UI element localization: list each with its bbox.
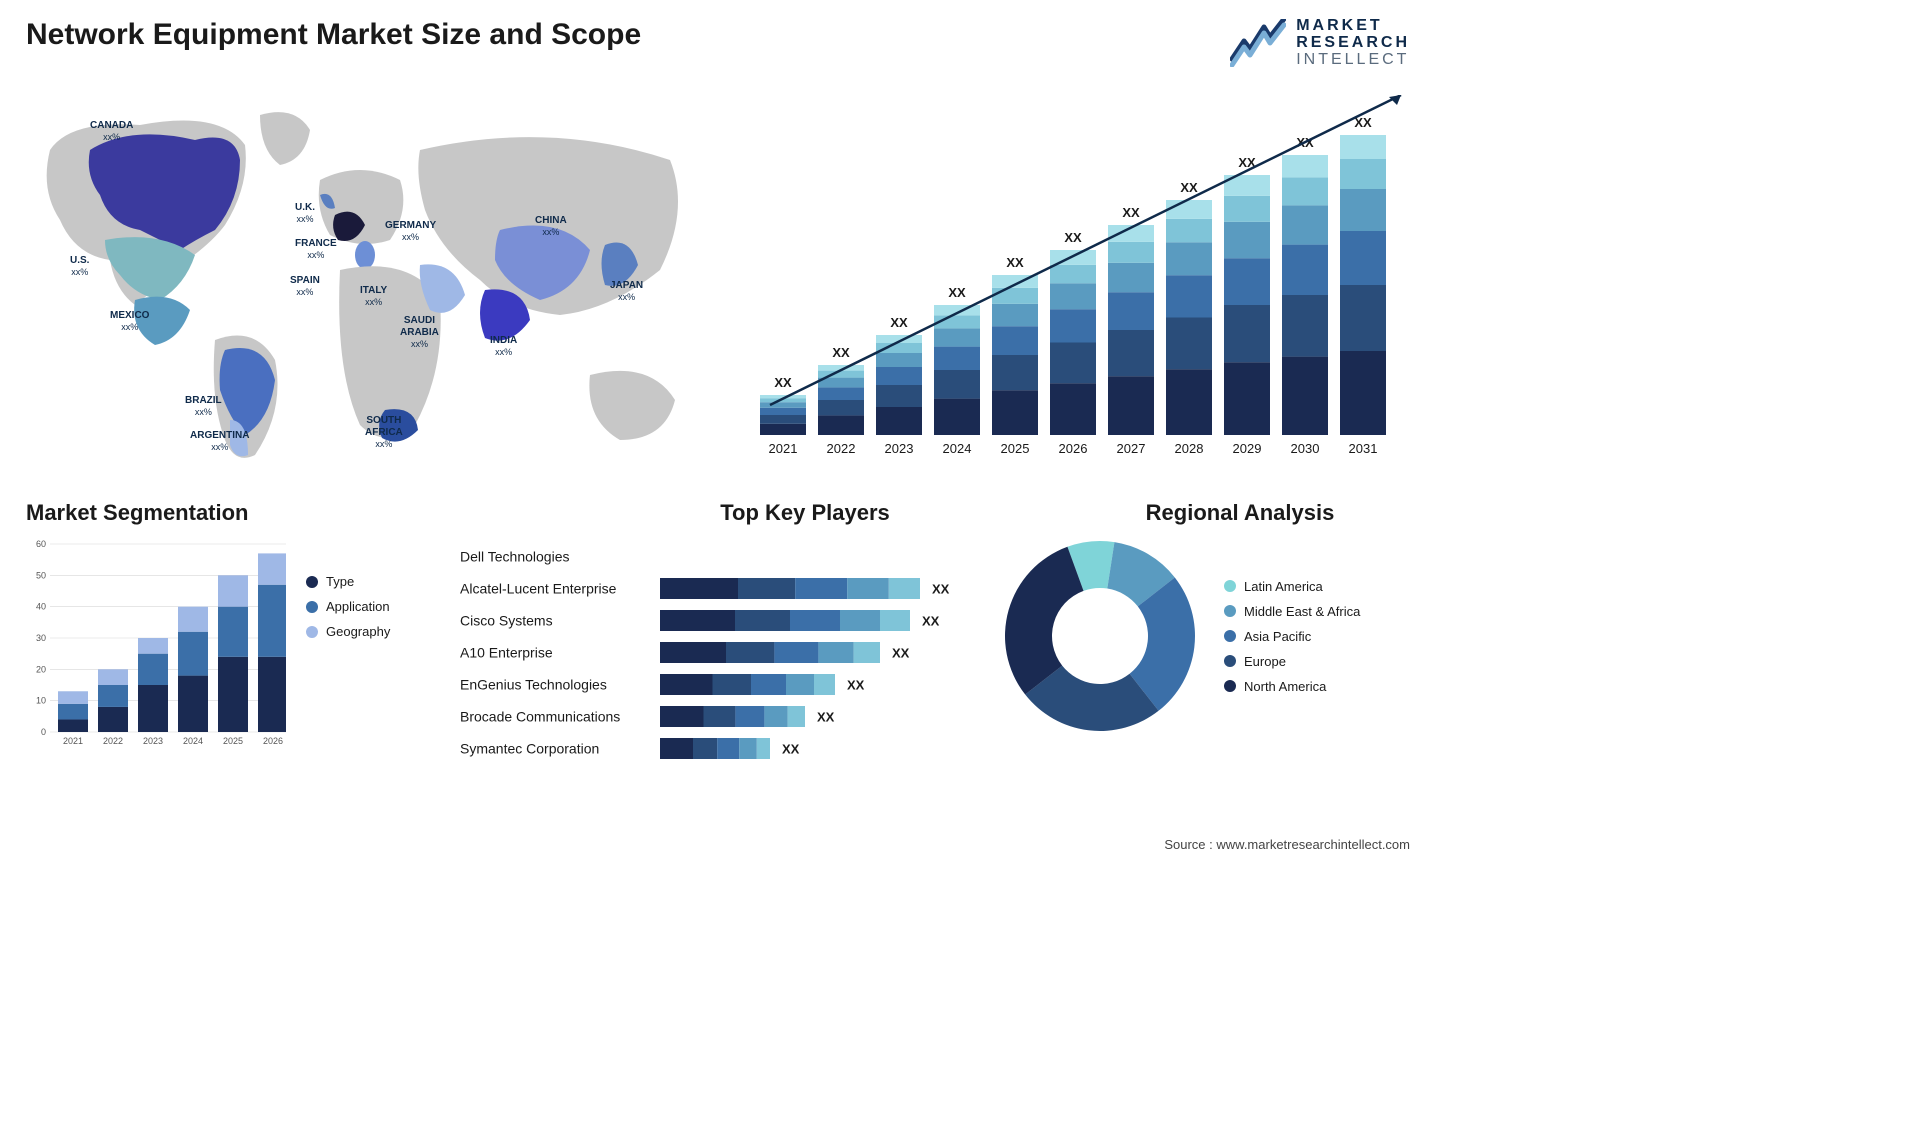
map-label: MEXICOxx% xyxy=(110,310,149,334)
map-label: FRANCExx% xyxy=(295,238,337,262)
donut-chart-svg xyxy=(1000,536,1200,736)
svg-text:2021: 2021 xyxy=(63,736,83,746)
svg-text:2031: 2031 xyxy=(1349,441,1378,456)
logo-line3: INTELLECT xyxy=(1296,52,1410,69)
svg-text:2022: 2022 xyxy=(827,441,856,456)
segmentation-title: Market Segmentation xyxy=(26,500,426,526)
logo-icon xyxy=(1230,19,1286,67)
svg-text:2024: 2024 xyxy=(183,736,203,746)
segmentation-legend: Type Application Geography xyxy=(306,574,390,639)
svg-text:2025: 2025 xyxy=(223,736,243,746)
svg-text:Symantec Corporation: Symantec Corporation xyxy=(460,740,599,756)
map-label: ARGENTINAxx% xyxy=(190,430,249,454)
legend-item: Asia Pacific xyxy=(1224,629,1360,644)
svg-text:XX: XX xyxy=(817,709,835,724)
region-block: Regional Analysis Latin America Middle Ea… xyxy=(1000,500,1420,736)
legend-item: Europe xyxy=(1224,654,1360,669)
svg-text:XX: XX xyxy=(892,645,910,660)
legend-item: Latin America xyxy=(1224,579,1360,594)
svg-text:XX: XX xyxy=(847,677,865,692)
segmentation-chart-svg: 0 10 20 30 40 50 60 2021 2022 2023 2024 2025 2026 xyxy=(26,534,286,754)
players-block: Top Key Players Dell Technologies Alcatel… xyxy=(460,500,980,769)
map-label: CHINAxx% xyxy=(535,215,567,239)
svg-text:2022: 2022 xyxy=(103,736,123,746)
legend-item: Geography xyxy=(306,624,390,639)
map-label: INDIAxx% xyxy=(490,335,517,359)
map-label: ITALYxx% xyxy=(360,285,387,309)
svg-text:2023: 2023 xyxy=(885,441,914,456)
svg-text:2026: 2026 xyxy=(1059,441,1088,456)
players-title: Top Key Players xyxy=(630,500,980,526)
svg-text:2029: 2029 xyxy=(1233,441,1262,456)
svg-text:20: 20 xyxy=(36,664,46,674)
map-label: U.K.xx% xyxy=(295,202,315,226)
legend-item: Type xyxy=(306,574,390,589)
map-label: U.S.xx% xyxy=(70,255,89,279)
map-label: SPAINxx% xyxy=(290,275,320,299)
region-legend: Latin America Middle East & Africa Asia Pa… xyxy=(1224,579,1360,694)
svg-text:XX: XX xyxy=(1180,180,1198,195)
page-title: Network Equipment Market Size and Scope xyxy=(26,18,641,52)
map-label: SOUTHAFRICAxx% xyxy=(365,415,403,451)
source-attribution: Source : www.marketresearchintellect.com xyxy=(1164,837,1410,852)
svg-text:60: 60 xyxy=(36,539,46,549)
svg-text:2026: 2026 xyxy=(263,736,283,746)
svg-text:2024: 2024 xyxy=(943,441,972,456)
region-title: Regional Analysis xyxy=(1060,500,1420,526)
svg-text:2027: 2027 xyxy=(1117,441,1146,456)
svg-text:XX: XX xyxy=(774,375,792,390)
svg-text:XX: XX xyxy=(1064,230,1082,245)
map-label: GERMANYxx% xyxy=(385,220,436,244)
world-map: CANADAxx% U.S.xx% MEXICOxx% BRAZILxx% ARGENT… xyxy=(20,90,720,470)
logo: MARKET RESEARCH INTELLECT xyxy=(1230,18,1410,68)
svg-text:Alcatel-Lucent Enterprise: Alcatel-Lucent Enterprise xyxy=(460,580,617,596)
legend-item: North America xyxy=(1224,679,1360,694)
svg-text:Brocade Communications: Brocade Communications xyxy=(460,708,620,724)
svg-text:XX: XX xyxy=(932,581,950,596)
svg-text:2028: 2028 xyxy=(1175,441,1204,456)
legend-item: Application xyxy=(306,599,390,614)
logo-line2: RESEARCH xyxy=(1296,35,1410,52)
svg-text:10: 10 xyxy=(36,696,46,706)
svg-text:XX: XX xyxy=(832,345,850,360)
map-label: SAUDIARABIAxx% xyxy=(400,315,439,351)
growth-chart: XX 2021 XX 2022 XX 2023 XX 2024 XX 2025 XX 2026 XX 20… xyxy=(750,95,1410,465)
svg-text:2023: 2023 xyxy=(143,736,163,746)
svg-text:2030: 2030 xyxy=(1291,441,1320,456)
logo-line1: MARKET xyxy=(1296,18,1410,35)
map-label: CANADAxx% xyxy=(90,120,133,144)
map-label: BRAZILxx% xyxy=(185,395,222,419)
svg-text:40: 40 xyxy=(36,602,46,612)
segmentation-block: Market Segmentation 0 10 20 30 40 50 60 2021 202… xyxy=(26,500,426,754)
svg-text:Dell Technologies: Dell Technologies xyxy=(460,548,569,564)
map-label: JAPANxx% xyxy=(610,280,643,304)
legend-item: Middle East & Africa xyxy=(1224,604,1360,619)
svg-text:EnGenius Technologies: EnGenius Technologies xyxy=(460,676,607,692)
growth-chart-svg: XX 2021 XX 2022 XX 2023 XX 2024 XX 2025 XX 2026 XX 20… xyxy=(750,95,1410,465)
svg-text:Cisco Systems: Cisco Systems xyxy=(460,612,553,628)
svg-text:XX: XX xyxy=(1006,255,1024,270)
svg-text:0: 0 xyxy=(41,727,46,737)
svg-text:A10 Enterprise: A10 Enterprise xyxy=(460,644,553,660)
svg-text:XX: XX xyxy=(948,285,966,300)
svg-text:XX: XX xyxy=(922,613,940,628)
svg-text:50: 50 xyxy=(36,570,46,580)
svg-text:XX: XX xyxy=(1122,205,1140,220)
svg-text:XX: XX xyxy=(782,741,800,756)
players-chart-svg: Dell Technologies Alcatel-Lucent Enterpri… xyxy=(460,534,980,764)
svg-text:XX: XX xyxy=(890,315,908,330)
svg-text:2025: 2025 xyxy=(1001,441,1030,456)
svg-text:2021: 2021 xyxy=(769,441,798,456)
svg-text:30: 30 xyxy=(36,633,46,643)
